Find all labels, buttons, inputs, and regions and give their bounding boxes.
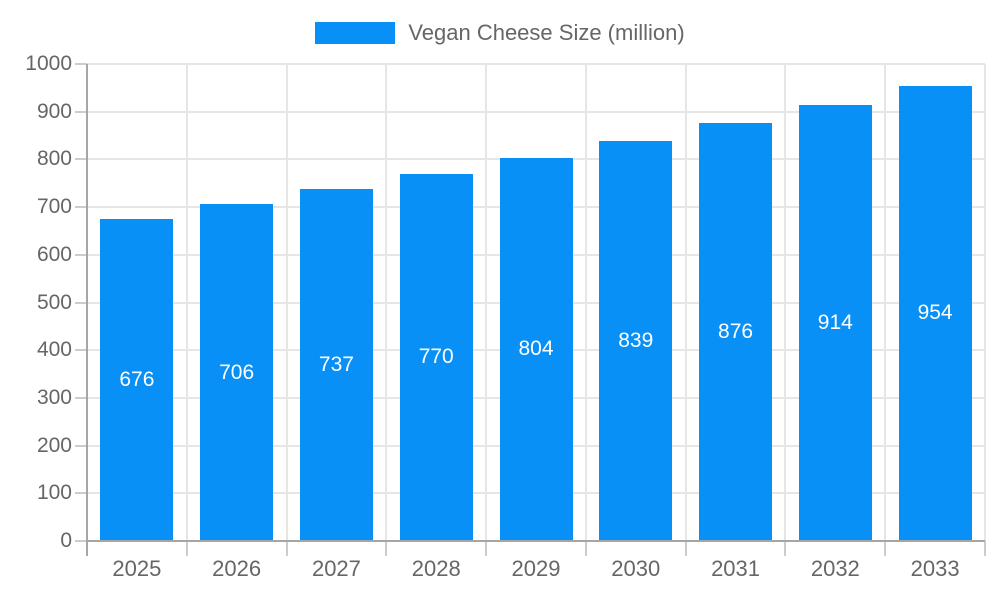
y-axis-tick-label: 100 [36,481,72,505]
x-axis-tick-label: 2031 [711,556,761,581]
gridline-vertical [185,64,188,541]
y-axis-tick-label: 1000 [25,52,72,75]
y-axis-tick-label: 0 [60,529,72,552]
x-axis-tick-label: 2028 [411,556,461,581]
legend[interactable]: Vegan Cheese Size (million) [0,20,1000,46]
bar-value-label: 954 [917,301,953,325]
gridline-vertical [884,64,887,541]
x-axis-tick-label: 2025 [112,556,162,581]
bar-2025[interactable]: 676 [100,218,174,541]
gridline-vertical [984,64,986,541]
y-axis-tick [75,301,87,304]
bar-value-label: 770 [418,345,454,369]
y-axis-line [86,64,88,556]
y-axis-tick-label: 700 [36,195,72,219]
x-axis-tick [485,541,488,556]
y-axis-tick [75,206,87,209]
plot-area: 676 706 737 770 804 839 876 914 954 [87,63,986,541]
gridline-vertical [285,64,288,541]
legend-label: Vegan Cheese Size (million) [408,20,685,45]
x-axis-line [86,540,985,542]
gridline-horizontal [87,63,985,65]
x-axis-tick-label: 2032 [810,556,860,581]
y-axis-tick [75,540,87,542]
gridline-vertical [485,64,488,541]
bar-2028[interactable]: 770 [399,173,473,541]
gridline-vertical [684,64,687,541]
x-axis-tick [185,541,188,556]
bar-value-label: 914 [817,311,853,335]
x-axis-tick [984,541,986,556]
x-axis-tick-label: 2029 [511,556,561,581]
y-axis-tick [75,63,87,65]
x-axis-tick-label: 2033 [910,556,960,581]
x-axis-tick-label: 2026 [212,556,262,581]
x-axis-tick [584,541,587,556]
bar-2026[interactable]: 706 [200,204,274,541]
bar-2032[interactable]: 914 [798,105,872,541]
bar-value-label: 706 [219,360,255,384]
x-axis-tick [784,541,787,556]
x-axis-tick [884,541,887,556]
bar-2030[interactable]: 839 [599,140,673,541]
y-axis-tick [75,110,87,113]
bar-2033[interactable]: 954 [898,85,972,541]
bar-2031[interactable]: 876 [699,123,773,541]
bar-value-label: 876 [718,320,754,344]
gridline-vertical [784,64,787,541]
y-axis-tick [75,158,87,161]
y-axis-tick-label: 400 [36,338,72,362]
y-axis-tick-label: 900 [36,99,72,123]
x-axis-tick [385,541,388,556]
gridline-horizontal [87,110,985,113]
bar-value-label: 676 [119,367,155,391]
y-axis-tick [75,396,87,399]
x-axis-tick-label: 2027 [311,556,361,581]
y-axis-tick-label: 200 [36,433,72,457]
bar-value-label: 839 [618,328,654,352]
gridline-vertical [584,64,587,541]
y-axis-tick-label: 800 [36,147,72,171]
x-axis-tick-label: 2030 [611,556,661,581]
x-axis-tick [684,541,687,556]
y-axis-tick-label: 500 [36,290,72,314]
y-axis: 0 100 200 300 400 500 600 700 800 900 1000 [0,52,75,552]
y-axis-tick-label: 300 [36,385,72,409]
bar-2029[interactable]: 804 [499,157,573,541]
y-axis-tick [75,349,87,352]
bar-value-label: 804 [518,337,554,361]
bar-2027[interactable]: 737 [299,189,373,541]
gridline-vertical [385,64,388,541]
y-axis-tick [75,444,87,447]
y-axis-tick [75,492,87,495]
y-axis-tick-label: 600 [36,242,72,266]
x-axis: 2025 2026 2027 2028 2029 2030 2031 2032 2033 [87,556,985,590]
y-axis-tick [75,253,87,256]
x-axis-tick [285,541,288,556]
bar-value-label: 737 [318,353,354,377]
legend-swatch [315,22,396,44]
